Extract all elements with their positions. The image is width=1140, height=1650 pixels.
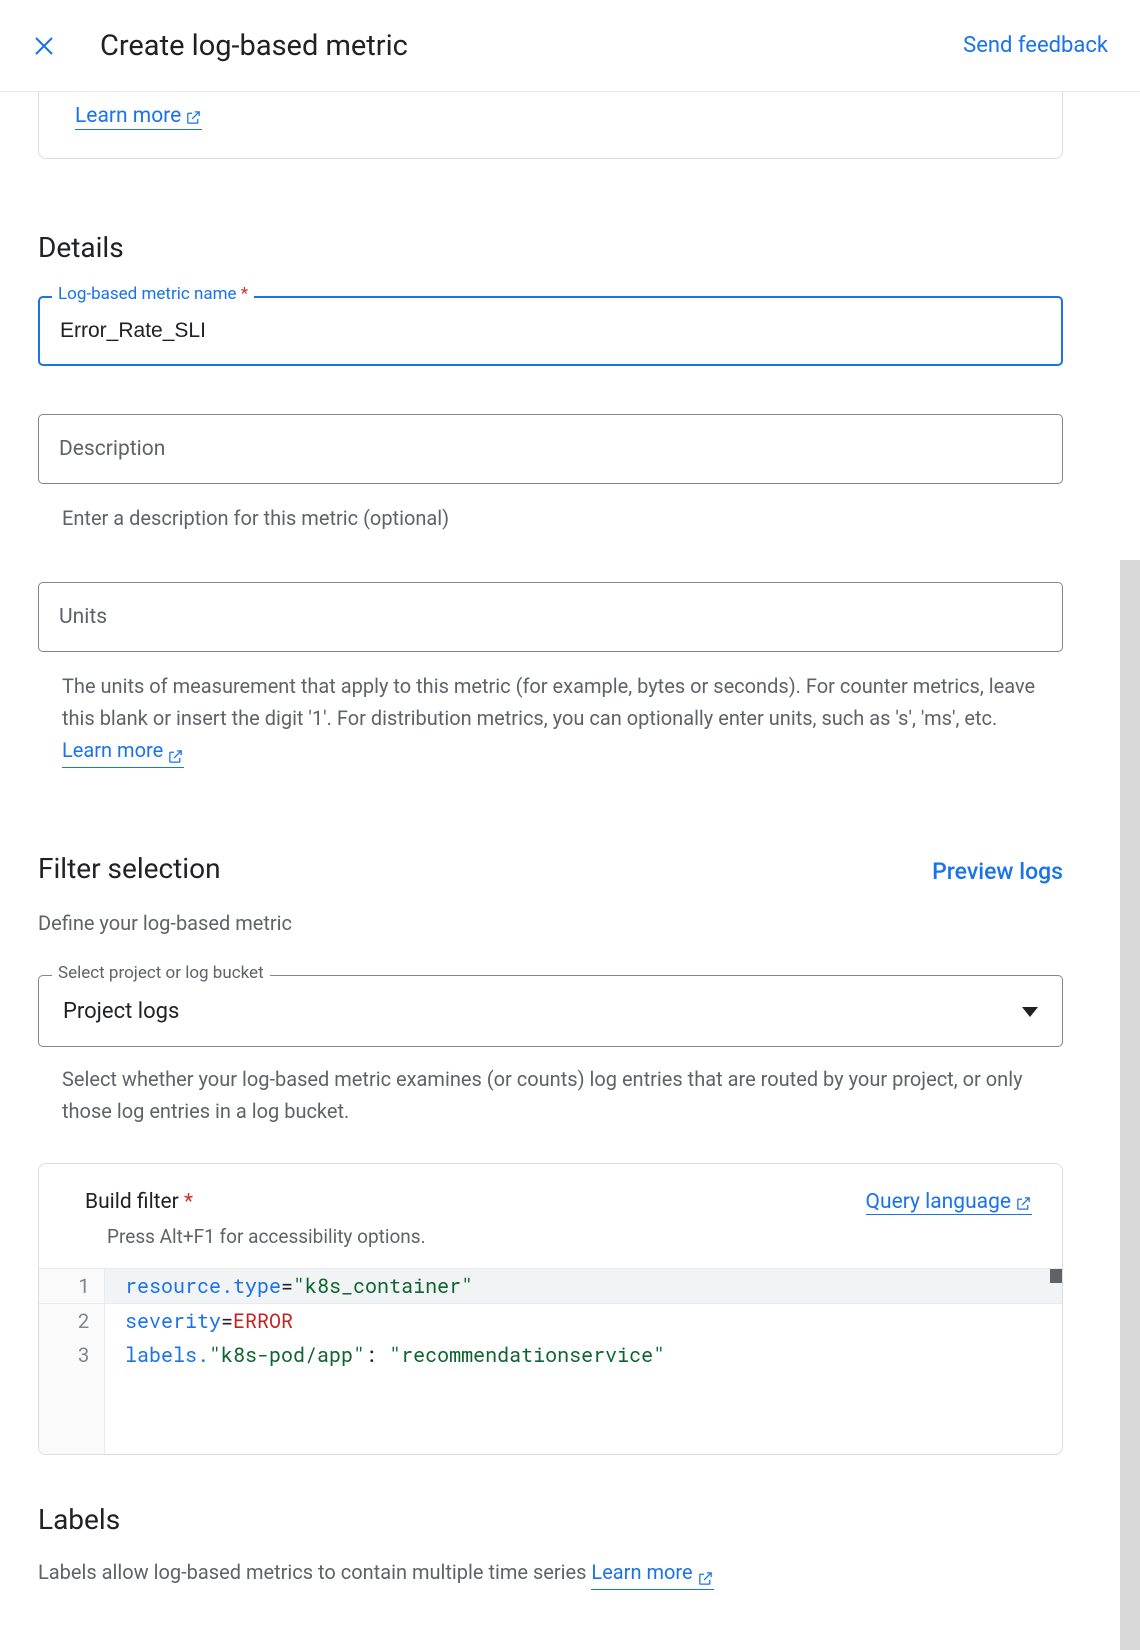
preview-logs-link[interactable]: Preview logs (932, 858, 1063, 885)
learn-more-label: Learn more (75, 104, 181, 128)
learn-more-link[interactable]: Learn more (75, 104, 202, 130)
description-help: Enter a description for this metric (opt… (38, 502, 1063, 534)
external-link-icon (697, 1564, 714, 1581)
build-filter-title: Build filter * (85, 1190, 193, 1214)
build-filter-card: Build filter * Query language Press Alt+… (38, 1163, 1063, 1455)
header-left: Create log-based metric (28, 29, 408, 63)
description-field[interactable]: Description (38, 414, 1063, 484)
metric-name-label: Log-based metric name * (52, 284, 254, 304)
details-heading: Details (38, 231, 1063, 264)
query-language-link[interactable]: Query language (866, 1190, 1032, 1215)
chevron-down-icon (1022, 1002, 1038, 1021)
labels-help: Labels allow log-based metrics to contai… (38, 1556, 1063, 1590)
filter-heading: Filter selection (38, 852, 221, 885)
units-placeholder: Units (59, 605, 107, 629)
code-line-1: 1 resource.type="k8s_container" (39, 1269, 1062, 1304)
content-area: Learn more Details Log-based metric name… (0, 92, 1095, 1590)
build-filter-hint: Press Alt+F1 for accessibility options. (39, 1219, 1062, 1268)
filter-heading-row: Filter selection Preview logs (38, 852, 1063, 885)
external-link-icon (167, 742, 184, 759)
filter-subtitle: Define your log-based metric (38, 911, 1063, 935)
code-empty-area (39, 1372, 1062, 1454)
labels-heading: Labels (38, 1503, 1063, 1536)
send-feedback-link[interactable]: Send feedback (963, 33, 1108, 58)
page-header: Create log-based metric Send feedback (0, 0, 1140, 92)
external-link-icon (185, 108, 202, 125)
code-line-2: 2 severity=ERROR (39, 1304, 1062, 1338)
page-title: Create log-based metric (100, 29, 408, 63)
code-line-3: 3 labels."k8s-pod/app": "recommendations… (39, 1338, 1062, 1372)
close-button[interactable] (28, 30, 60, 62)
code-editor[interactable]: 1 resource.type="k8s_container" 2 severi… (39, 1268, 1062, 1454)
scrollbar[interactable] (1120, 560, 1140, 1650)
editor-scroll-indicator (1050, 1269, 1062, 1283)
required-asterisk: * (184, 1190, 193, 1214)
project-select-label: Select project or log bucket (52, 963, 270, 983)
project-select[interactable]: Select project or log bucket Project log… (38, 975, 1063, 1047)
units-help: The units of measurement that apply to t… (38, 670, 1063, 768)
project-select-help: Select whether your log-based metric exa… (38, 1063, 1063, 1127)
intro-card: Learn more (38, 92, 1063, 159)
close-icon (32, 34, 56, 58)
metric-name-field[interactable]: Log-based metric name * (38, 296, 1063, 366)
project-select-value: Project logs (63, 999, 179, 1024)
metric-name-input[interactable] (60, 319, 1041, 343)
description-placeholder: Description (59, 437, 165, 461)
units-learn-more-link[interactable]: Learn more (62, 734, 184, 768)
external-link-icon (1015, 1194, 1032, 1211)
units-field[interactable]: Units (38, 582, 1063, 652)
required-asterisk: * (241, 284, 248, 304)
labels-learn-more-link[interactable]: Learn more (591, 1556, 713, 1590)
